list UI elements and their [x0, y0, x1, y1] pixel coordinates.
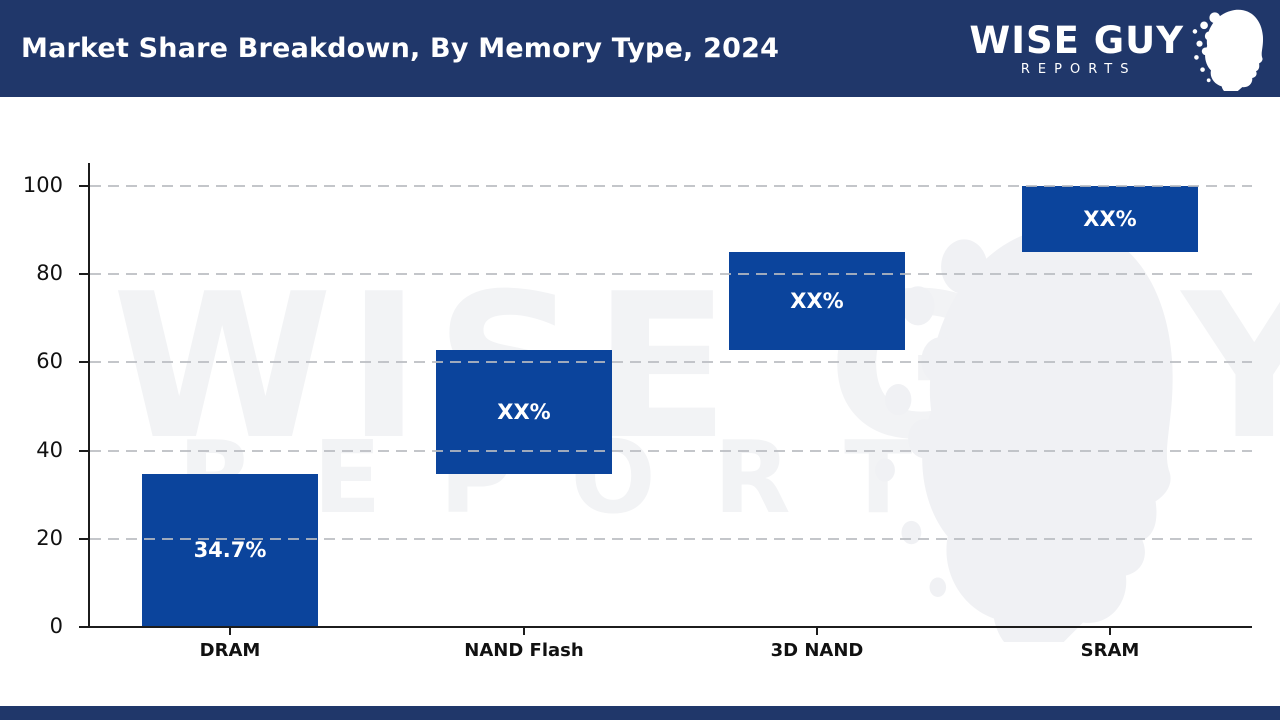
x-axis-category-label: 3D NAND [770, 640, 864, 661]
y-axis-tick-label: 40 [36, 437, 63, 462]
y-axis-tick-label: 100 [22, 173, 63, 197]
y-axis-tick [79, 273, 88, 276]
y-axis-line [88, 163, 90, 628]
x-axis-tick [1109, 628, 1111, 635]
y-axis-tick [79, 626, 88, 628]
bar-value-label: XX% [790, 288, 844, 313]
x-axis-line [88, 626, 1252, 628]
x-axis-tick [816, 628, 818, 635]
footer-bar [0, 706, 1280, 720]
gridline [90, 449, 1252, 452]
x-axis-tick [523, 628, 525, 635]
gridline [90, 185, 1252, 187]
x-axis-category-label: DRAM [199, 640, 261, 661]
x-axis-tick [229, 628, 231, 635]
y-axis-tick [79, 185, 88, 187]
y-axis-tick-label: 0 [49, 614, 63, 638]
y-axis-tick [79, 361, 88, 364]
bar-value-label: 34.7% [193, 538, 267, 563]
x-axis-category-label: SRAM [1080, 640, 1140, 661]
y-axis-tick [79, 537, 88, 540]
logo-text: WISE GUY REPORTS [969, 22, 1184, 77]
y-axis-tick-label: 20 [36, 525, 63, 550]
bar-3d-nand: XX% [729, 251, 905, 351]
x-axis-category-label: NAND Flash [464, 640, 584, 661]
header-bar: Market Share Breakdown, By Memory Type, … [0, 0, 1280, 97]
y-axis-tick [79, 449, 88, 452]
gridline [90, 537, 1252, 540]
logo-brand-sub: REPORTS [1020, 61, 1137, 77]
gridline [90, 361, 1252, 364]
y-axis-tick-label: 60 [36, 349, 63, 374]
dotted-face-logo-icon [1192, 9, 1264, 91]
bar-sram: XX% [1022, 186, 1198, 252]
gridline [90, 273, 1252, 276]
logo-brand-name: WISE GUY [969, 18, 1184, 62]
bar-value-label: XX% [497, 400, 551, 424]
wise-guy-reports-logo: WISE GUY REPORTS [969, 6, 1266, 92]
bar-nand-flash: XX% [436, 350, 612, 474]
y-axis-tick-label: 80 [36, 261, 63, 286]
bar-value-label: XX% [1083, 206, 1137, 231]
page-title: Market Share Breakdown, By Memory Type, … [21, 33, 780, 64]
bar-dram: 34.7% [142, 473, 318, 627]
